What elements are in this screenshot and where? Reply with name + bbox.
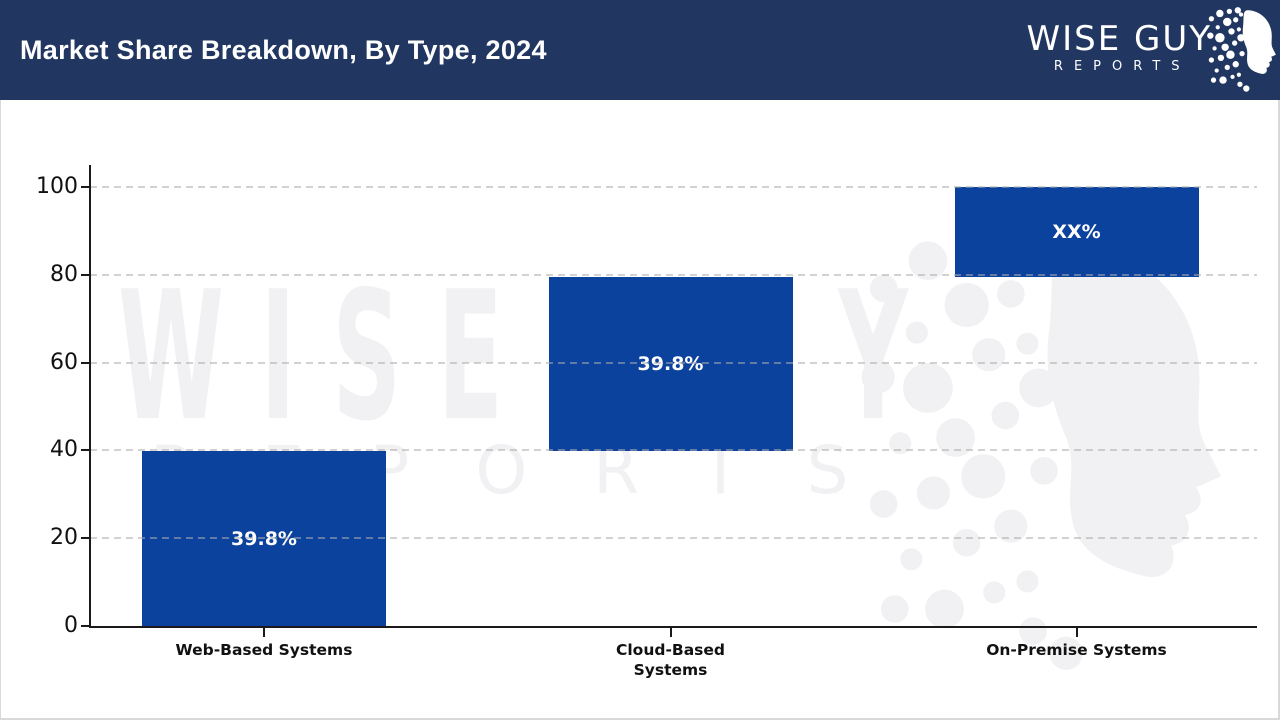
y-tick-label: 100 [36,174,78,199]
x-tick-mark [669,628,672,637]
x-tick-mark [1075,628,1078,637]
x-category-label: Web-Based Systems [175,641,353,659]
y-tick-mark [81,449,90,452]
bar-value-label: 39.8% [637,352,704,375]
logo-subtitle: REPORTS [1053,59,1191,74]
y-tick-label: 40 [50,437,78,463]
gridline-60 [90,361,1257,364]
header-bar: Market Share Breakdown, By Type, 2024 WI… [0,0,1280,100]
y-tick-mark [81,273,90,276]
y-axis-line [89,165,91,628]
page-edge-right [1278,100,1280,720]
y-tick-label: 80 [50,261,78,287]
logo-wordmark: WISE GUY [1026,19,1212,59]
x-tick-mark [263,628,265,637]
y-tick-mark [81,625,90,627]
x-category-label: On-Premise Systems [986,641,1167,659]
y-tick-label: 60 [50,349,78,375]
gridline-100 [90,186,1257,188]
bar-segment: XX% [954,187,1199,277]
y-tick-mark [81,186,90,188]
page-title: Market Share Breakdown, By Type, 2024 [20,34,547,65]
page-edge-left [0,100,1,720]
wiseguy-logo: WISE GUY REPORTS [1024,4,1276,96]
y-tick-mark [81,361,90,364]
gridline-40 [90,449,1257,452]
wiseguy-head-icon [1207,7,1276,92]
logo-text: WISE GUY REPORTS [1026,22,1212,73]
gridline-80 [90,273,1257,276]
watermark-wordmark: WISE GUY [118,253,945,460]
gridline-20 [90,537,1257,540]
y-tick-label: 0 [64,613,78,638]
watermark-head-icon [861,227,1221,670]
y-tick-label: 20 [50,525,78,551]
x-axis-line [89,626,1257,628]
x-category-label: Cloud-Based Systems [615,641,725,680]
page-edge-bottom [0,718,1280,720]
bar-value-label: XX% [1052,220,1101,243]
bar-segment: 39.8% [548,276,793,452]
y-tick-mark [81,537,90,540]
